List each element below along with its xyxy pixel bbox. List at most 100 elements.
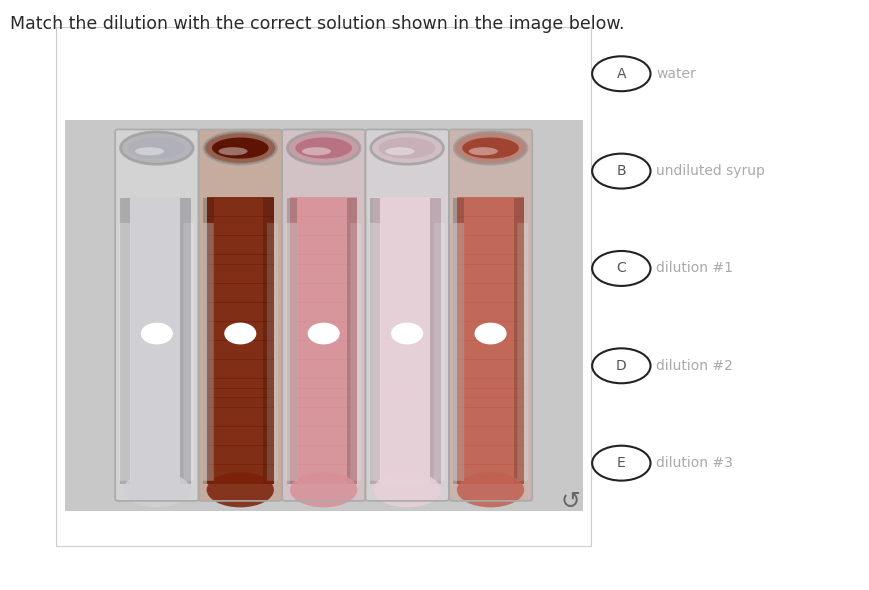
Bar <box>207 226 274 236</box>
Bar <box>290 426 357 436</box>
FancyBboxPatch shape <box>287 223 297 481</box>
FancyBboxPatch shape <box>198 129 282 501</box>
Bar <box>374 206 441 217</box>
Bar <box>457 407 524 417</box>
Bar <box>374 417 441 427</box>
Bar <box>457 283 524 293</box>
Circle shape <box>224 323 256 345</box>
Bar <box>123 474 190 484</box>
Bar <box>290 369 357 379</box>
Bar <box>290 435 357 445</box>
Ellipse shape <box>592 251 651 286</box>
FancyBboxPatch shape <box>115 129 198 501</box>
Bar <box>290 474 357 484</box>
Bar <box>123 312 190 322</box>
Bar <box>374 464 441 474</box>
Text: D: D <box>616 359 627 373</box>
Bar <box>290 293 357 303</box>
Bar <box>374 283 441 293</box>
Bar <box>374 398 441 408</box>
Bar <box>457 254 524 264</box>
Bar <box>207 350 274 360</box>
Bar <box>457 206 524 217</box>
Bar <box>374 226 441 236</box>
Text: undiluted syrup: undiluted syrup <box>656 164 765 178</box>
Bar <box>123 235 190 245</box>
Bar <box>290 245 357 255</box>
Bar <box>207 283 274 293</box>
Bar <box>123 464 190 474</box>
Bar <box>207 302 274 312</box>
Bar <box>457 197 524 207</box>
Bar <box>457 359 524 369</box>
Bar <box>207 398 274 408</box>
Bar <box>457 235 524 245</box>
FancyBboxPatch shape <box>183 223 195 481</box>
Ellipse shape <box>288 132 360 164</box>
FancyBboxPatch shape <box>454 223 464 481</box>
Bar <box>457 293 524 303</box>
Bar <box>290 350 357 360</box>
Ellipse shape <box>592 348 651 384</box>
Bar <box>457 274 524 284</box>
Bar <box>374 293 441 303</box>
Bar <box>374 312 441 322</box>
Bar <box>123 197 190 207</box>
Bar <box>290 455 357 465</box>
Bar <box>457 417 524 427</box>
Ellipse shape <box>218 148 248 155</box>
Text: ↺: ↺ <box>561 489 580 513</box>
FancyBboxPatch shape <box>366 129 449 501</box>
Bar <box>457 226 524 236</box>
Ellipse shape <box>121 132 193 164</box>
Bar <box>123 274 190 284</box>
Bar <box>457 388 524 398</box>
Circle shape <box>474 323 507 345</box>
Circle shape <box>391 323 423 345</box>
Bar <box>290 312 357 322</box>
Bar <box>290 398 357 408</box>
Ellipse shape <box>379 137 435 159</box>
FancyBboxPatch shape <box>202 223 214 481</box>
Ellipse shape <box>295 137 352 159</box>
Bar <box>123 398 190 408</box>
Bar <box>457 445 524 455</box>
Ellipse shape <box>371 132 443 164</box>
Bar <box>207 426 274 436</box>
Bar <box>207 340 274 350</box>
Bar <box>290 197 357 207</box>
Bar <box>207 235 274 245</box>
Ellipse shape <box>468 148 498 155</box>
Bar <box>457 321 524 332</box>
Bar <box>290 254 357 264</box>
Bar <box>374 426 441 436</box>
Bar <box>123 302 190 312</box>
Ellipse shape <box>385 148 415 155</box>
FancyBboxPatch shape <box>56 27 591 546</box>
Bar <box>207 274 274 284</box>
Bar <box>123 369 190 379</box>
Bar <box>374 197 441 207</box>
FancyBboxPatch shape <box>370 223 381 481</box>
Bar <box>123 340 190 350</box>
Circle shape <box>141 323 173 345</box>
Bar <box>457 245 524 255</box>
Bar <box>123 426 190 436</box>
Bar <box>290 302 357 312</box>
Bar <box>123 226 190 236</box>
FancyBboxPatch shape <box>267 223 278 481</box>
Bar <box>374 378 441 389</box>
Bar <box>374 359 441 369</box>
Ellipse shape <box>123 472 190 507</box>
FancyBboxPatch shape <box>517 223 528 481</box>
Bar <box>374 435 441 445</box>
Bar <box>374 340 441 350</box>
Ellipse shape <box>592 153 651 189</box>
Bar <box>374 235 441 245</box>
Bar <box>123 455 190 465</box>
Bar <box>457 398 524 408</box>
Bar <box>454 198 464 484</box>
Bar <box>290 274 357 284</box>
Bar <box>123 321 190 332</box>
Bar <box>290 359 357 369</box>
